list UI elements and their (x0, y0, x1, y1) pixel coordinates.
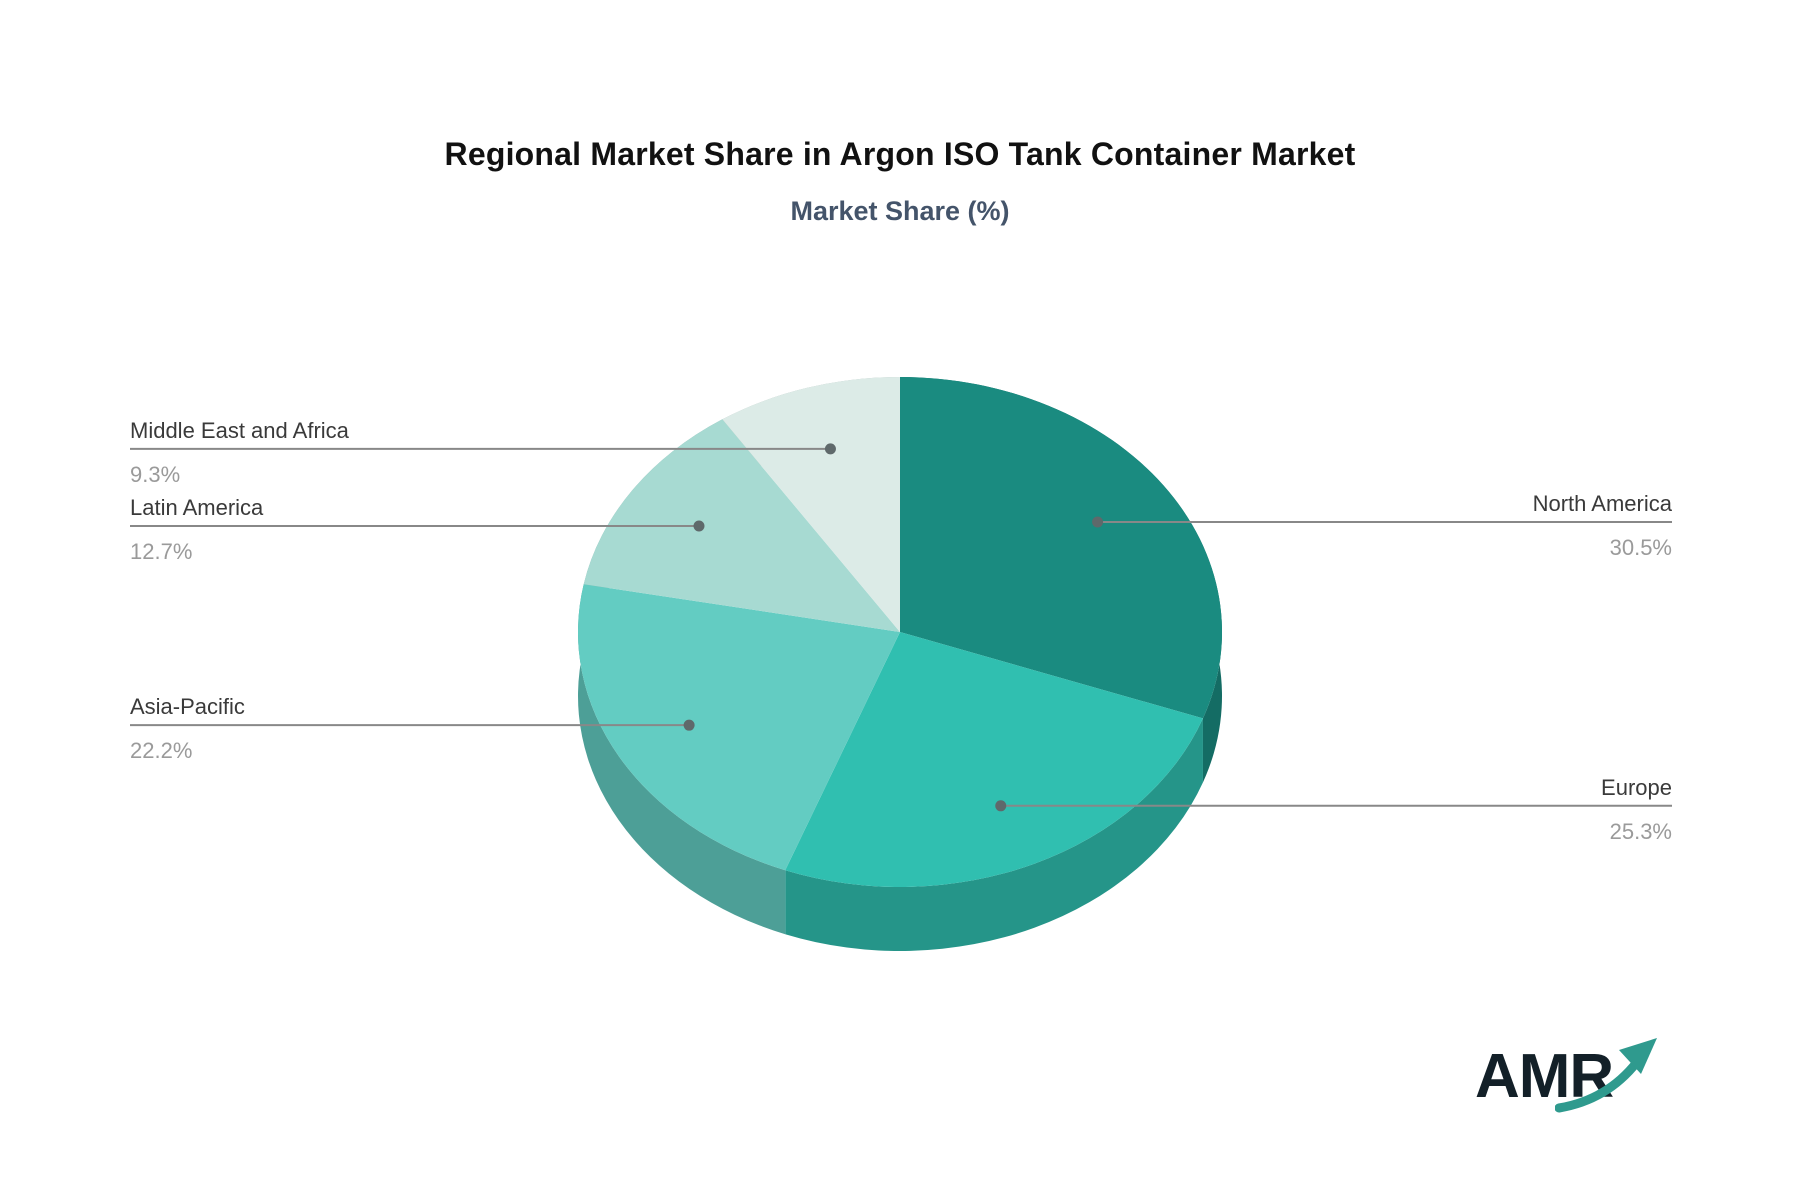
slice-label-middle-east-and-africa: Middle East and Africa (130, 418, 350, 443)
pie-slice-europe[interactable] (785, 632, 1203, 887)
pie-slice-asia-pacific[interactable] (578, 584, 900, 871)
slice-label-europe: Europe (1601, 775, 1672, 800)
brand-logo: AMR (1475, 1036, 1675, 1136)
pie-slice-latin-america[interactable] (583, 419, 900, 632)
leader-dot-asia-pacific (683, 719, 695, 731)
slice-label-asia-pacific: Asia-Pacific (130, 694, 245, 719)
leader-dot-latin-america (693, 520, 705, 532)
slice-value-asia-pacific: 22.2% (130, 738, 192, 763)
pie-slice-north-america[interactable] (900, 377, 1222, 719)
chart-subtitle: Market Share (%) (790, 196, 1010, 226)
slice-value-europe: 25.3% (1610, 819, 1672, 844)
leader-dot-middle-east-and-africa (824, 443, 836, 455)
pie-slice-side-europe (785, 718, 1203, 951)
slice-value-north-america: 30.5% (1610, 535, 1672, 560)
leader-dot-europe (995, 800, 1007, 812)
slice-label-latin-america: Latin America (130, 495, 264, 520)
pie-slice-side-asia-pacific (577, 584, 786, 935)
leader-dot-north-america (1092, 516, 1104, 528)
slice-value-middle-east-and-africa: 9.3% (130, 462, 180, 487)
pie-slice-middle-east-and-africa[interactable] (722, 377, 900, 632)
growth-arrow-icon (1555, 1038, 1657, 1113)
slice-label-north-america: North America (1533, 491, 1673, 516)
chart-title: Regional Market Share in Argon ISO Tank … (444, 136, 1356, 172)
slice-value-latin-america: 12.7% (130, 539, 192, 564)
